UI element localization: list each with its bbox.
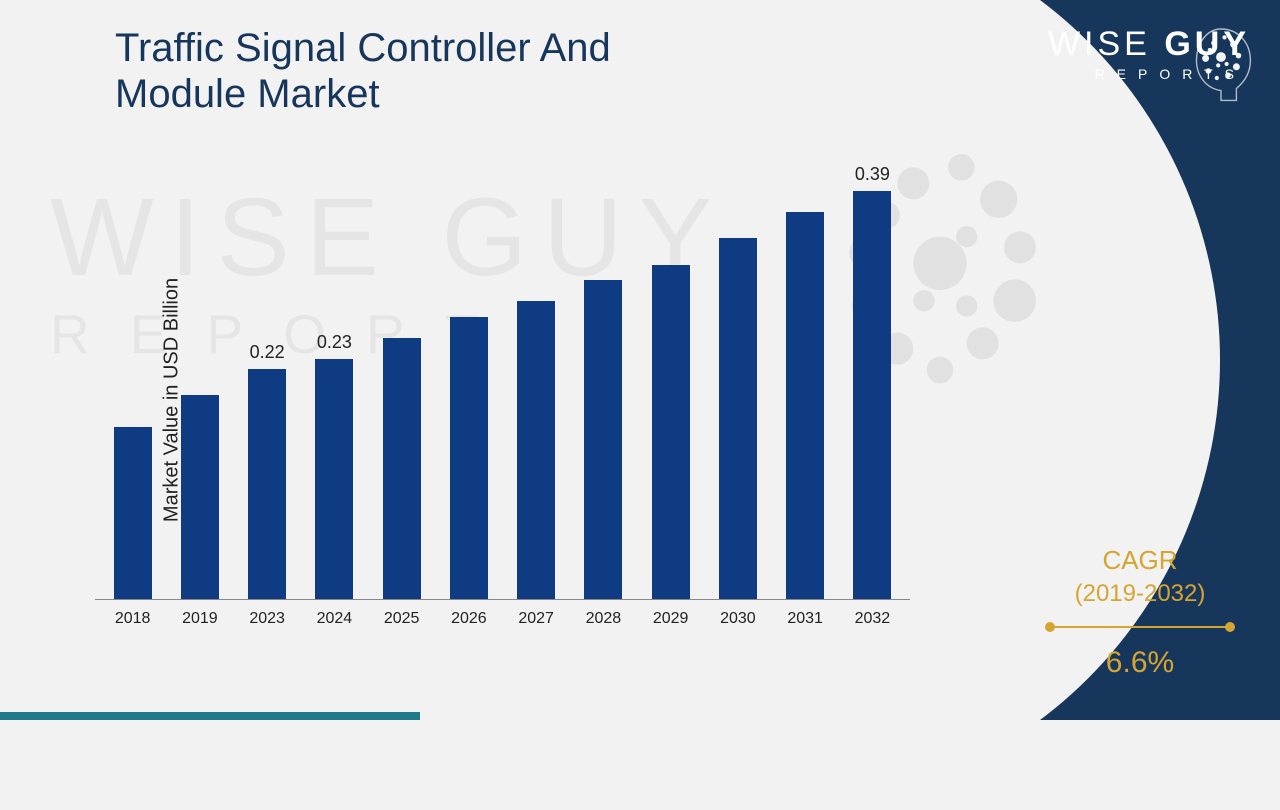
bar (450, 317, 488, 599)
chart-title: Traffic Signal Controller And Module Mar… (115, 25, 715, 117)
bar-value-label: 0.23 (317, 332, 352, 353)
cagr-label: CAGR (1040, 545, 1240, 576)
bar (383, 338, 421, 599)
bar-slot (435, 160, 502, 599)
bar (584, 280, 622, 599)
x-tick-label: 2027 (503, 600, 570, 640)
bar-chart: Market Value in USD Billion 0.220.230.39… (40, 160, 910, 640)
bar-slot (99, 160, 166, 599)
x-tick-label: 2030 (704, 600, 771, 640)
cagr-period: (2019-2032) (1040, 580, 1240, 608)
bar-value-label: 0.39 (855, 164, 890, 185)
cagr-block: CAGR (2019-2032) 6.6% (1040, 545, 1240, 680)
bar (248, 369, 286, 599)
x-tick-label: 2024 (301, 600, 368, 640)
x-tick-label: 2025 (368, 600, 435, 640)
x-tick-label: 2031 (772, 600, 839, 640)
cagr-value: 6.6% (1040, 646, 1240, 680)
bar-value-label: 0.22 (250, 342, 285, 363)
bar-slot (570, 160, 637, 599)
brand-logo: WISE GUY REPORTS (1048, 25, 1250, 82)
footer-accent-strip (0, 712, 420, 720)
bar-slot (772, 160, 839, 599)
bar-slot (368, 160, 435, 599)
x-tick-label: 2028 (570, 600, 637, 640)
x-tick-label: 2032 (839, 600, 906, 640)
bar-slot: 0.23 (301, 160, 368, 599)
bar-slot: 0.22 (234, 160, 301, 599)
plot-area: 0.22 0.23 0.39 (95, 160, 910, 600)
bar (786, 212, 824, 599)
bar-slot (704, 160, 771, 599)
bar (181, 395, 219, 599)
bar (652, 265, 690, 599)
cagr-divider (1050, 626, 1230, 628)
bar (517, 301, 555, 599)
logo-word-wise: WISE (1048, 25, 1151, 63)
x-tick-label: 2023 (234, 600, 301, 640)
bar (719, 238, 757, 599)
x-tick-label: 2018 (99, 600, 166, 640)
bar (114, 427, 152, 599)
x-tick-label: 2019 (166, 600, 233, 640)
bar (853, 191, 891, 599)
bar-slot (637, 160, 704, 599)
logo-head-icon (1186, 19, 1256, 109)
bar-slot (166, 160, 233, 599)
bar (315, 359, 353, 599)
x-tick-label: 2026 (435, 600, 502, 640)
bar-slot: 0.39 (839, 160, 906, 599)
bar-slot (503, 160, 570, 599)
x-tick-label: 2029 (637, 600, 704, 640)
